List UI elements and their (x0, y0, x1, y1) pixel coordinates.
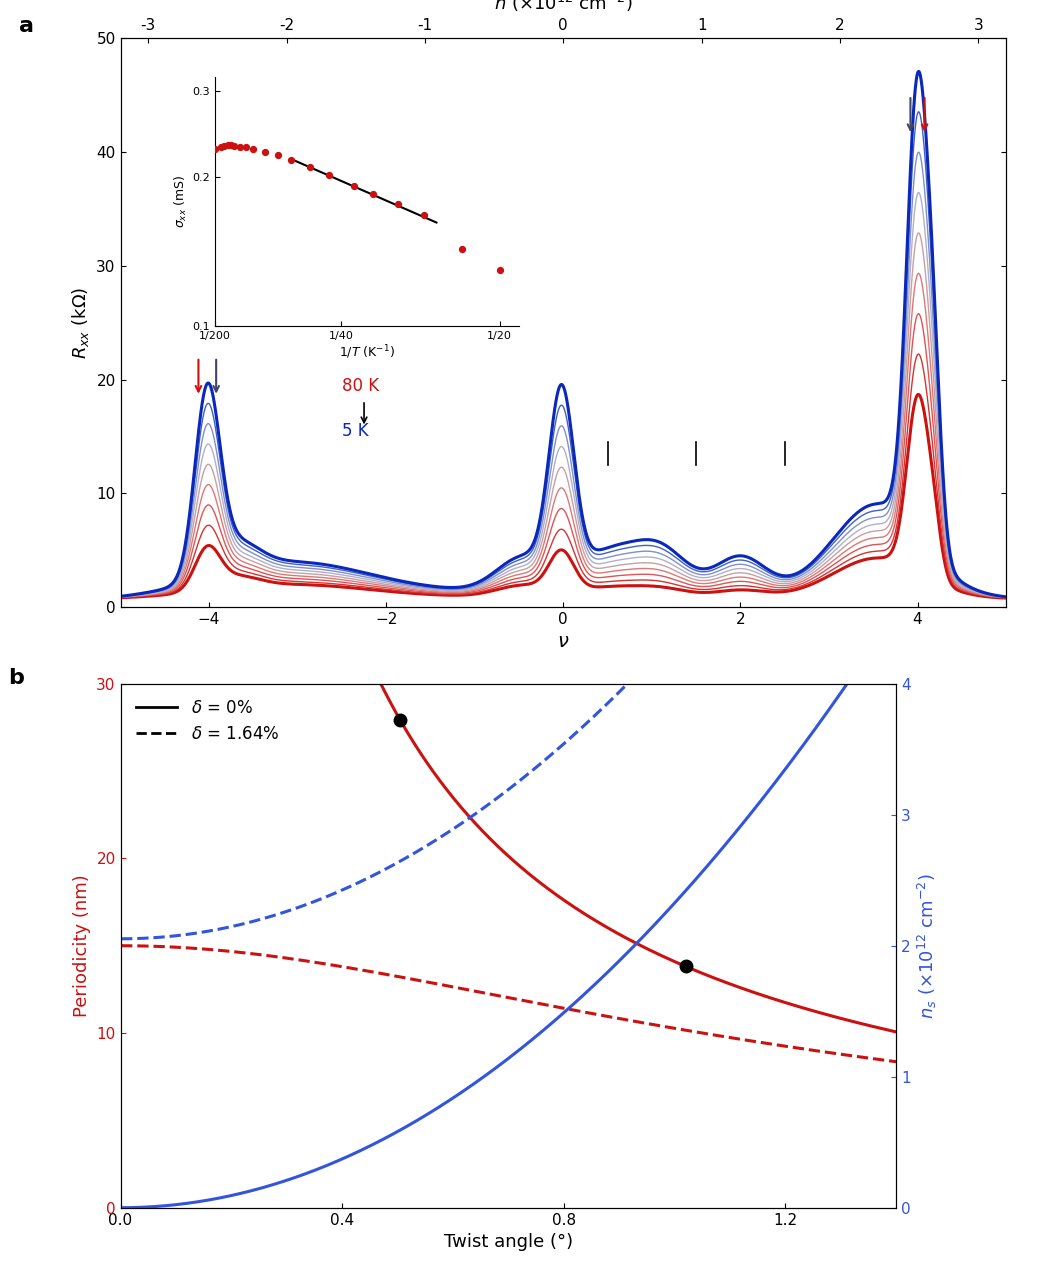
Point (454, 239, 471, 259)
Point (302, 157, 319, 178)
Y-axis label: $n_s$ ($\times 10^{12}$ cm$^{-2}$): $n_s$ ($\times 10^{12}$ cm$^{-2}$) (916, 873, 939, 1019)
Y-axis label: $\sigma_{xx}$ (mS): $\sigma_{xx}$ (mS) (173, 175, 190, 227)
Y-axis label: Periodicity (nm): Periodicity (nm) (72, 874, 91, 1017)
Text: 5 K: 5 K (342, 423, 369, 441)
Point (269, 144, 286, 165)
Y-axis label: $R_{xx}$ (k$\Omega$): $R_{xx}$ (k$\Omega$) (70, 286, 91, 359)
X-axis label: $\nu$: $\nu$ (558, 633, 569, 652)
X-axis label: Twist angle (°): Twist angle (°) (443, 1233, 573, 1251)
Text: b: b (8, 668, 24, 688)
Point (346, 176, 363, 197)
Text: a: a (19, 15, 34, 36)
Point (238, 137, 255, 157)
Point (321, 165, 337, 185)
Point (244, 139, 261, 160)
X-axis label: $n$ ($\times 10^{12}$ cm$^{-2}$): $n$ ($\times 10^{12}$ cm$^{-2}$) (494, 0, 633, 14)
Text: 80 K: 80 K (342, 377, 379, 395)
Point (365, 184, 381, 204)
Point (492, 259, 508, 280)
Point (206, 139, 223, 160)
Point (232, 137, 248, 157)
Point (225, 135, 242, 156)
Point (222, 134, 239, 155)
Point (216, 135, 233, 156)
Point (257, 142, 274, 162)
Point (415, 204, 432, 225)
Legend: $\delta$ = 0%, $\delta$ = 1.64%: $\delta$ = 0%, $\delta$ = 1.64% (129, 693, 286, 750)
Point (213, 137, 230, 157)
X-axis label: $1/T$ (K$^{-1}$): $1/T$ (K$^{-1}$) (339, 344, 395, 362)
Point (219, 134, 236, 155)
Point (282, 150, 300, 170)
Point (390, 193, 407, 213)
